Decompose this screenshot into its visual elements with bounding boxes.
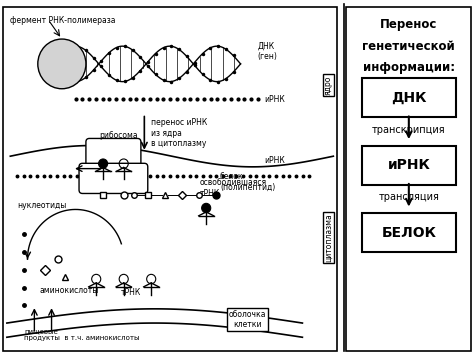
FancyBboxPatch shape bbox=[86, 138, 141, 169]
Text: генетической: генетической bbox=[363, 40, 455, 53]
Text: трансляция: трансляция bbox=[378, 192, 439, 202]
Text: фермент РНК-полимераза: фермент РНК-полимераза bbox=[10, 16, 116, 25]
Text: иРНК: иРНК bbox=[264, 156, 285, 165]
FancyBboxPatch shape bbox=[362, 146, 456, 185]
FancyBboxPatch shape bbox=[79, 163, 148, 193]
Text: тРНК: тРНК bbox=[120, 288, 141, 296]
Circle shape bbox=[201, 203, 211, 213]
Text: белок
(полипептид): белок (полипептид) bbox=[220, 172, 275, 192]
Text: цитоплазма: цитоплазма bbox=[324, 213, 333, 262]
Text: иРНК: иРНК bbox=[387, 158, 430, 172]
Text: освободившаяся
тРНК: освободившаяся тРНК bbox=[199, 179, 266, 198]
Text: аминокислоты: аминокислоты bbox=[39, 286, 99, 295]
Text: ядро: ядро bbox=[324, 76, 333, 95]
Text: БЕЛОК: БЕЛОК bbox=[381, 225, 437, 240]
Text: транскрипция: транскрипция bbox=[372, 125, 446, 135]
Text: рибосома: рибосома bbox=[100, 131, 138, 140]
Text: информации:: информации: bbox=[363, 61, 455, 74]
Text: оболочка
клетки: оболочка клетки bbox=[228, 310, 266, 329]
Text: перенос иРНК
из ядра
в цитоплазму: перенос иРНК из ядра в цитоплазму bbox=[151, 118, 208, 148]
Text: Перенос: Перенос bbox=[380, 18, 438, 31]
Text: нуклеотиды: нуклеотиды bbox=[17, 201, 66, 211]
Circle shape bbox=[38, 39, 86, 89]
FancyBboxPatch shape bbox=[362, 78, 456, 117]
Text: пищевые
продукты  в т.ч. аминокислоты: пищевые продукты в т.ч. аминокислоты bbox=[24, 328, 139, 341]
Text: ДНК
(ген): ДНК (ген) bbox=[258, 42, 278, 61]
Text: ДНК: ДНК bbox=[391, 91, 427, 105]
Text: иРНК: иРНК bbox=[264, 95, 285, 104]
FancyBboxPatch shape bbox=[362, 213, 456, 252]
Circle shape bbox=[99, 159, 108, 168]
